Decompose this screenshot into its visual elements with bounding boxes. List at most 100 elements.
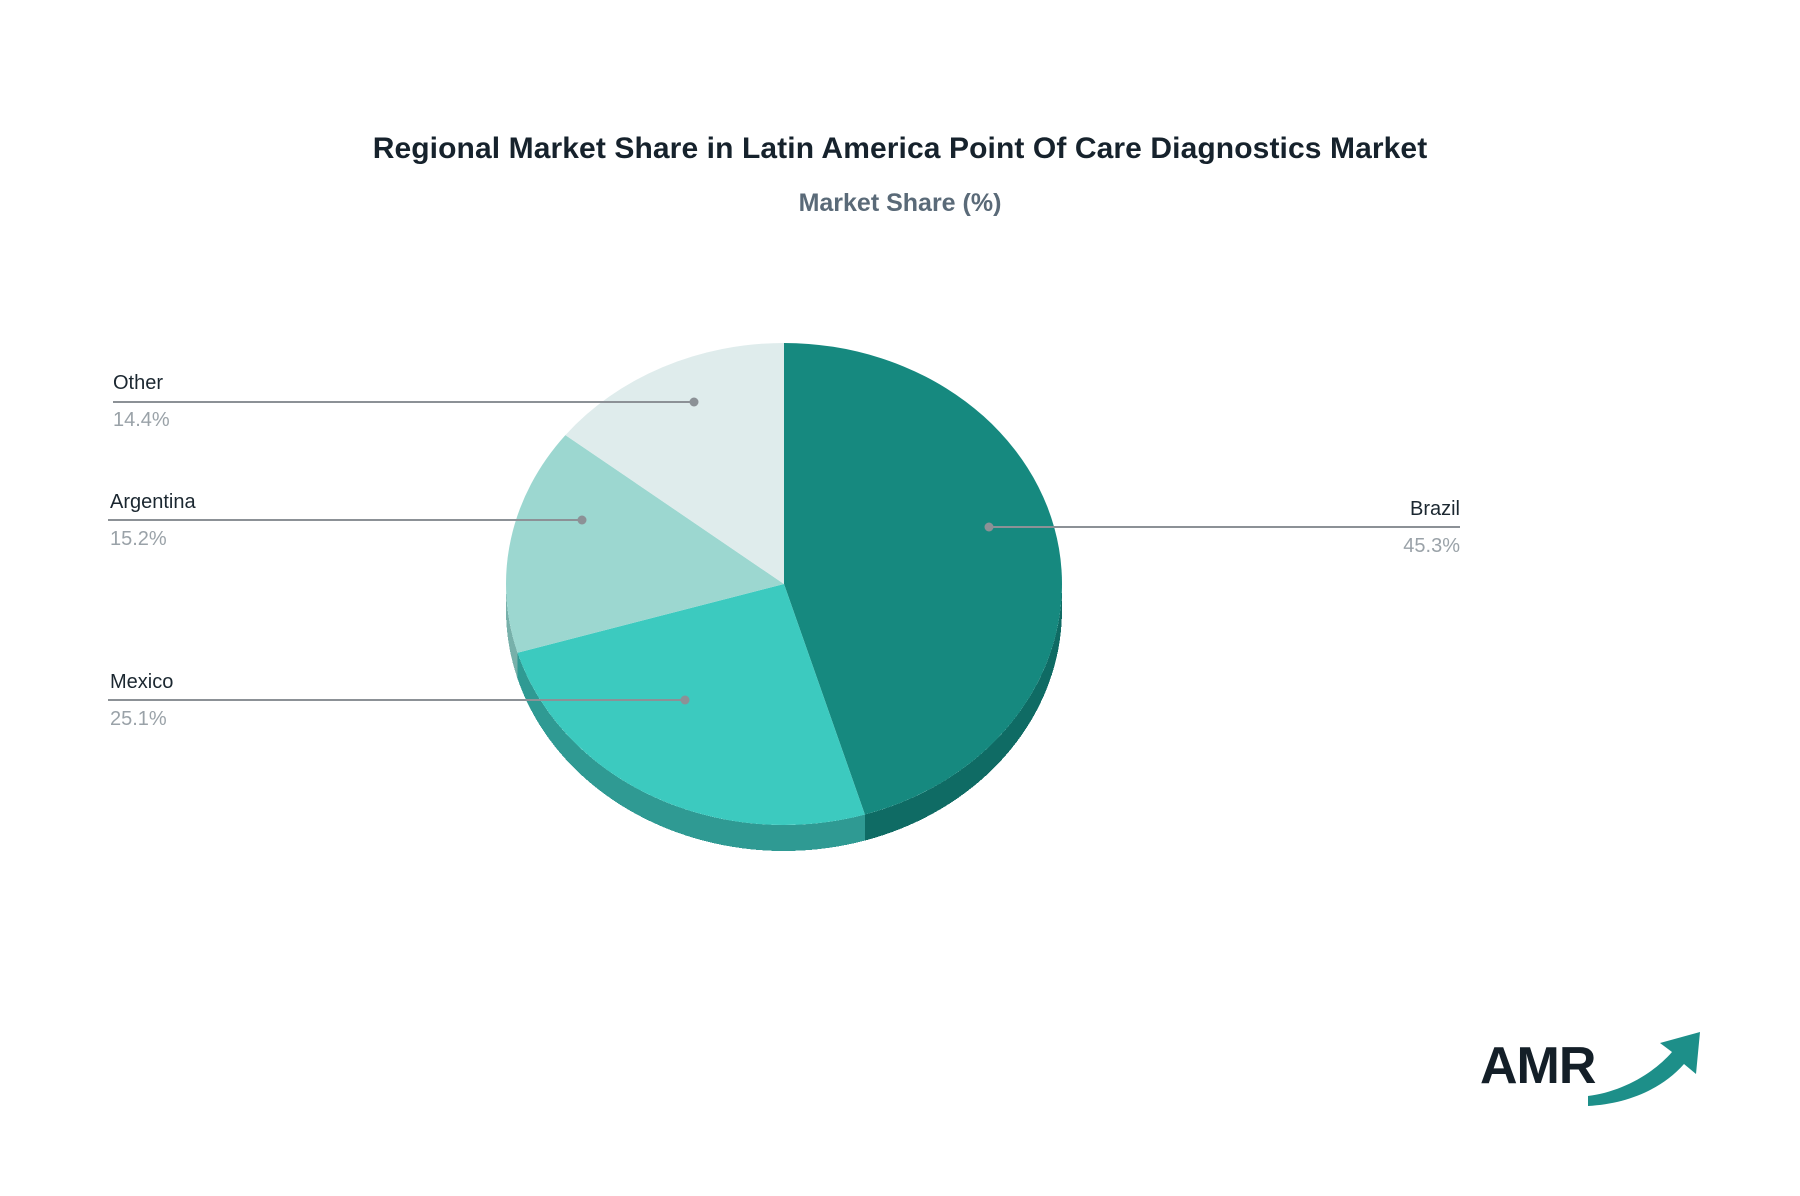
pie-slice-depth-mexico	[714, 817, 724, 846]
pie-slice-depth-brazil	[950, 771, 959, 803]
pie-slice-depth-argentina	[512, 636, 515, 671]
pie-slice-depth-brazil	[1042, 663, 1047, 698]
pie-slice-depth-brazil	[1030, 687, 1036, 721]
pie-slice-depth-brazil	[1005, 723, 1011, 756]
pie-slice-depth-mexico	[799, 824, 809, 851]
pie-slice-depth-brazil	[942, 776, 951, 808]
leader-lines	[108, 401, 1460, 701]
pie-slice-depth-argentina	[506, 604, 508, 639]
trend-up-arrow-icon	[1588, 1032, 1700, 1106]
pie-slice-depth-mexico	[644, 792, 653, 823]
pie-slice-depth-mexico	[597, 763, 606, 795]
pie-slice-depth-mexico	[723, 819, 733, 847]
pie-slice-depth-brazil	[1010, 716, 1017, 750]
pie-slice-depth-mexico	[705, 815, 715, 844]
pie-slice-depth-mexico	[605, 768, 613, 800]
pie-slice-depth-mexico	[539, 698, 545, 732]
pie-slice-depth-mexico	[520, 660, 524, 695]
pie-slice-depth-brazil	[1060, 598, 1062, 633]
pie-slice-depth-brazil	[883, 806, 893, 836]
pie-slice-depth-brazil	[1039, 671, 1043, 706]
pie-slice-depth-brazil	[1052, 639, 1055, 675]
pie-slice-depth-brazil	[958, 766, 966, 798]
amr-logo-arrow	[1588, 1032, 1700, 1106]
pie-slice-depth-mexico	[751, 823, 762, 851]
pie-slice-depth-mexico	[635, 787, 645, 819]
pie-slice-depth-mexico	[742, 822, 752, 850]
pie-slice-depth-argentina	[506, 596, 507, 631]
pie-slice-depth-mexico	[732, 820, 743, 849]
pie-slice-depth-argentina	[507, 612, 510, 647]
leader-dots	[577, 397, 994, 705]
callout-value-argentina: 15.2%	[110, 528, 167, 550]
pie-slice-other[interactable]	[565, 343, 784, 584]
callout-value-brazil: 45.3%	[1403, 535, 1460, 557]
chart-title: Regional Market Share in Latin America P…	[372, 132, 1428, 165]
pie-slice-depth-mexico	[761, 824, 771, 851]
pie-slice-depth-brazil	[934, 781, 943, 813]
pie-slice-depth-brazil	[1049, 648, 1053, 683]
pie-slice-depth-argentina	[509, 620, 511, 655]
pie-slice-depth-mexico	[660, 800, 670, 830]
pie-slice-depth-brazil	[1021, 702, 1027, 736]
pie-slice-depth-mexico	[544, 705, 549, 739]
pie-slice-mexico[interactable]	[517, 584, 865, 826]
pie-slice-depth-mexico	[818, 821, 828, 850]
pie-slice-depth-brazil	[1059, 606, 1061, 642]
pie-slice-brazil[interactable]	[784, 343, 1063, 815]
pie-slice-depth-mexico	[584, 751, 591, 784]
pie-slice-argentina[interactable]	[506, 435, 784, 653]
amr-logo: AMR	[1480, 1032, 1680, 1112]
pie-slice-depth-mexico	[565, 732, 572, 766]
pie-slice-depth-brazil	[972, 755, 980, 787]
pie-slice-depth-mexico	[612, 773, 621, 805]
callout-value-mexico: 25.1%	[110, 708, 167, 730]
pie-slice-depth-mexico	[548, 712, 555, 746]
pie-3d-depth	[506, 581, 1062, 851]
pie-slice-depth-brazil	[986, 742, 993, 776]
pie-slice-depth-brazil	[1046, 656, 1050, 690]
pie-slice-depth-mexico	[696, 812, 706, 842]
pie-slice-depth-brazil	[909, 795, 919, 825]
pie-slice-depth-mexico	[678, 806, 688, 836]
pie-slice-depth-mexico	[846, 816, 856, 845]
pie-slice-depth-brazil	[992, 736, 1000, 769]
leader-dot-other	[689, 397, 699, 407]
pie-slice-depth-brazil	[999, 729, 1006, 763]
pie-slice-depth-brazil	[892, 802, 901, 833]
pie-slice-depth-mexico	[789, 824, 800, 851]
pie-slice-depth-mexico	[855, 814, 865, 843]
pie-slice-depth-brazil	[1035, 679, 1040, 714]
pie-slice-depth-mexico	[808, 823, 819, 851]
pie-slice-depth-mexico	[559, 726, 566, 759]
pie-slice-depth-mexico	[770, 824, 781, 851]
pie-slice-depth-mexico	[517, 652, 521, 687]
pie-slice-depth-brazil	[926, 786, 935, 817]
callout-label-other: Other	[113, 372, 164, 394]
pie-slice-depth-brazil	[1016, 709, 1022, 743]
amr-logo-text: AMR	[1480, 1037, 1596, 1095]
leader-dot-brazil	[984, 522, 994, 532]
leader-dot-argentina	[577, 515, 587, 525]
pie-slice-depth-mexico	[652, 796, 661, 827]
pie-slice-depth-brazil	[900, 798, 910, 829]
pie-slice-depth-mexico	[590, 757, 598, 790]
pie-slice-depth-brazil	[874, 809, 884, 838]
pie-slice-depth-brazil	[1054, 631, 1057, 666]
pie-slice-depth-mexico	[780, 824, 790, 851]
chart-subtitle: Market Share (%)	[798, 189, 1002, 217]
pie-slice-depth-mexico	[577, 745, 585, 778]
leader-dot-mexico	[680, 695, 690, 705]
callout-label-mexico: Mexico	[110, 671, 174, 693]
pie-slice-depth-mexico	[827, 820, 838, 848]
pie-slice-depth-mexico	[627, 783, 636, 814]
pie-slice-depth-argentina	[514, 644, 518, 679]
pie-slice-depth-mexico	[527, 676, 531, 710]
pie-slice-depth-brazil	[979, 749, 987, 782]
pie-slice-depth-brazil	[864, 811, 875, 841]
pie-slice-depth-brazil	[1058, 615, 1060, 650]
callout-label-argentina: Argentina	[110, 491, 196, 513]
pie-slice-depth-brazil	[1056, 623, 1059, 658]
